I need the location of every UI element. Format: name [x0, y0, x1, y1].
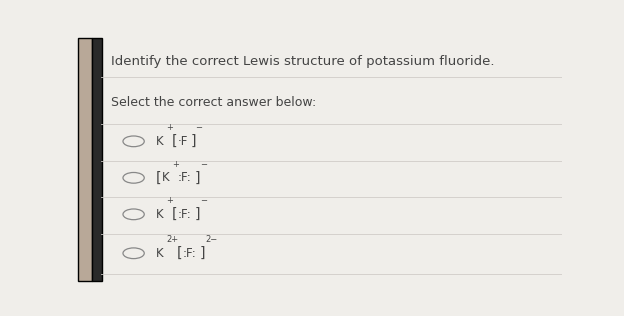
Text: [: [ [172, 134, 177, 148]
FancyBboxPatch shape [78, 38, 92, 281]
Text: +: + [166, 197, 173, 205]
Text: ]: ] [190, 134, 196, 148]
Text: −: − [200, 160, 207, 169]
Text: :F:: :F: [178, 171, 192, 184]
Text: K: K [155, 135, 163, 148]
Text: +: + [172, 160, 178, 169]
Text: [: [ [172, 207, 177, 221]
Text: 2+: 2+ [166, 235, 178, 244]
Text: −: − [200, 197, 207, 205]
FancyBboxPatch shape [92, 38, 102, 281]
Text: ·F: ·F [178, 135, 188, 148]
Text: ]: ] [195, 207, 200, 221]
Text: :F:: :F: [178, 208, 192, 221]
Text: [: [ [155, 171, 161, 185]
Text: [: [ [177, 246, 182, 260]
Text: Identify the correct Lewis structure of potassium fluoride.: Identify the correct Lewis structure of … [111, 55, 494, 68]
Text: K: K [155, 208, 163, 221]
Text: +: + [166, 124, 173, 132]
Text: K: K [155, 247, 163, 260]
Text: −: − [195, 124, 202, 132]
Text: Select the correct answer below:: Select the correct answer below: [111, 96, 316, 109]
Text: 2−: 2− [205, 235, 217, 244]
Text: ]: ] [195, 171, 200, 185]
Text: K: K [162, 171, 169, 184]
Text: ]: ] [200, 246, 205, 260]
Text: :F:: :F: [183, 247, 197, 260]
